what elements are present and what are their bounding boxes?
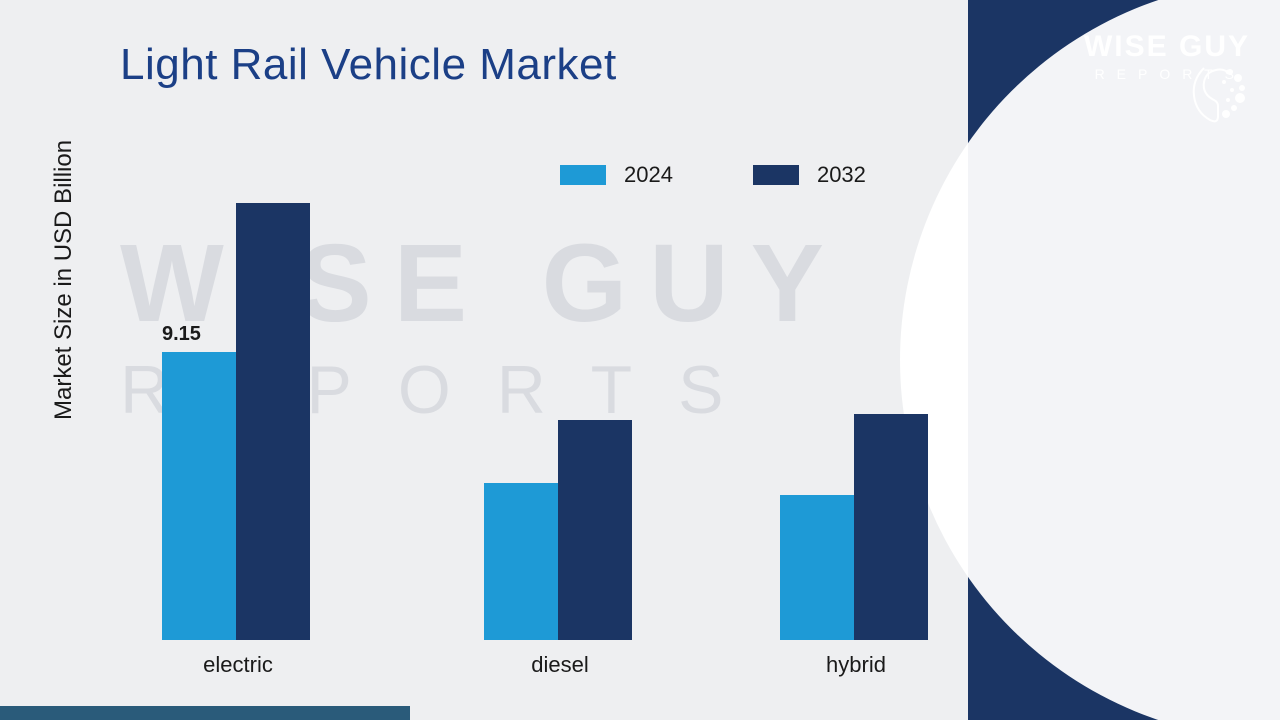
y-axis-label: Market Size in USD Billion <box>50 140 78 420</box>
legend-swatch-2024 <box>560 165 606 185</box>
bar-hybrid-2032 <box>854 414 928 640</box>
bar-hybrid-2024 <box>780 495 854 640</box>
bar-diesel-2024 <box>484 483 558 640</box>
bar-electric-2024 <box>162 352 236 640</box>
brand-head-icon <box>1184 58 1254 128</box>
x-label-electric: electric <box>148 652 328 678</box>
chart-stage: WISE GUY REPORTS Light Rail Vehicle Mark… <box>0 0 1280 720</box>
legend-label-2032: 2032 <box>817 162 866 188</box>
bar-diesel-2032 <box>558 420 632 640</box>
bar-electric-2032 <box>236 203 310 640</box>
legend-item-2024: 2024 <box>560 162 673 188</box>
x-label-hybrid: hybrid <box>766 652 946 678</box>
brand-block: WISE GUY REPORTS <box>1084 30 1250 82</box>
legend: 2024 2032 <box>560 162 866 188</box>
chart-title: Light Rail Vehicle Market <box>120 40 617 90</box>
legend-item-2032: 2032 <box>753 162 866 188</box>
bottom-accent-bar <box>0 706 410 720</box>
legend-label-2024: 2024 <box>624 162 673 188</box>
legend-swatch-2032 <box>753 165 799 185</box>
plot-area: electric9.15dieselhybrid <box>100 200 940 640</box>
x-label-diesel: diesel <box>470 652 650 678</box>
data-label: 9.15 <box>162 323 201 346</box>
